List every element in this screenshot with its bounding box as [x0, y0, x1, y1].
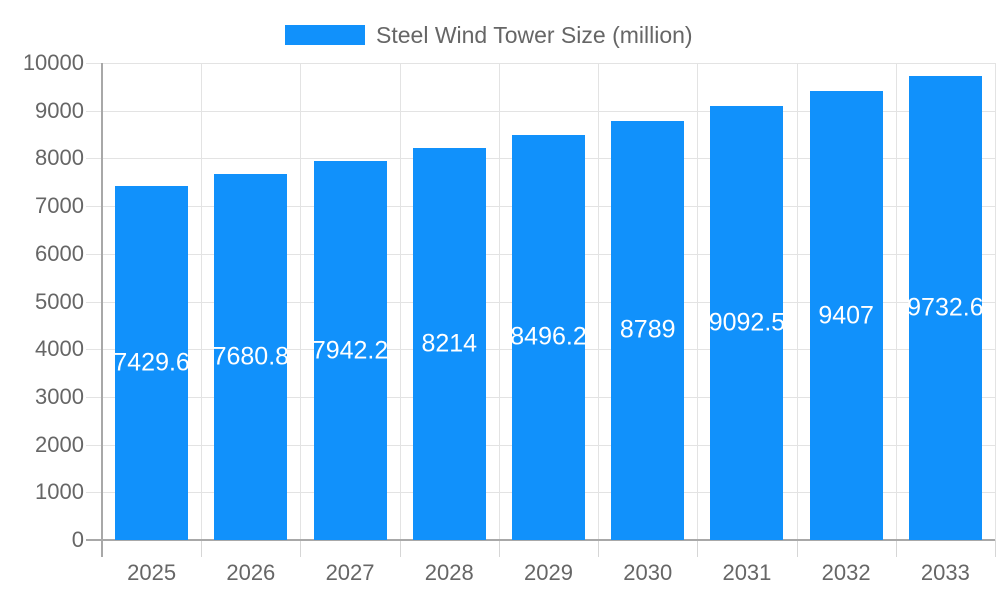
x-gridline [598, 63, 600, 540]
bar-value-label: 8214 [421, 329, 478, 358]
y-axis-tick-label: 9000 [35, 97, 84, 123]
x-gridline [697, 63, 699, 540]
x-axis-tick-label: 2025 [127, 560, 177, 585]
bar-2026[interactable] [214, 173, 288, 540]
bar-value-label: 7680.8 [212, 342, 290, 371]
x-axis-tick [697, 540, 699, 557]
bar-value-label: 7942.2 [311, 336, 389, 365]
legend-label: Steel Wind Tower Size (million) [376, 21, 693, 48]
bar-value-label: 9092.5 [708, 308, 786, 337]
chart-legend[interactable]: Steel Wind Tower Size (million) [285, 22, 693, 48]
x-axis-tick-label: 2026 [226, 560, 276, 585]
bar-2032[interactable] [809, 91, 883, 540]
y-axis-tick-label: 2000 [35, 431, 84, 457]
x-gridline [995, 63, 996, 540]
x-axis-tick-label: 2030 [623, 560, 673, 585]
x-axis-tick [498, 540, 500, 557]
bar-2029[interactable] [512, 134, 585, 540]
x-axis-tick-label: 2031 [722, 560, 772, 585]
x-axis-tick-label: 2033 [920, 560, 970, 585]
y-axis-tick-label: 0 [71, 527, 84, 552]
y-axis-line [101, 63, 103, 557]
x-gridline [399, 63, 401, 540]
y-axis-tick-label: 4000 [35, 336, 84, 362]
bar-value-label: 9407 [818, 301, 874, 330]
y-axis-tick-label: 8000 [35, 145, 84, 171]
x-axis-tick [300, 540, 302, 557]
x-gridline [300, 63, 302, 540]
bar-2027[interactable] [313, 161, 387, 540]
bar-2030[interactable] [611, 120, 685, 540]
x-gridline [201, 63, 203, 540]
x-axis-tick-label: 2028 [424, 560, 474, 585]
y-gridline [86, 63, 995, 64]
x-axis-tick [895, 540, 897, 557]
y-axis-tick-label: 1000 [35, 479, 84, 505]
bar-2028[interactable] [412, 148, 486, 540]
x-axis-line [86, 539, 995, 541]
bar-value-label: 8496.2 [510, 322, 587, 351]
bar-value-label: 7429.6 [113, 348, 190, 377]
y-axis-tick-label: 3000 [35, 383, 84, 409]
x-axis-tick [598, 540, 600, 557]
y-axis-tick-label: 7000 [35, 193, 84, 219]
bar-2025[interactable] [115, 185, 189, 540]
y-gridline [86, 110, 995, 112]
bar-2033[interactable] [908, 75, 982, 540]
x-axis-tick-label: 2027 [325, 560, 375, 585]
y-axis-tick-label: 6000 [35, 240, 84, 266]
x-gridline [498, 63, 500, 540]
bar-value-label: 9732.6 [907, 293, 984, 322]
y-axis-tick-label: 5000 [35, 288, 84, 314]
x-axis-tick [995, 540, 996, 557]
x-gridline [796, 63, 798, 540]
y-axis-tick-label: 10000 [22, 50, 84, 75]
legend-swatch [285, 25, 365, 45]
x-axis-tick [796, 540, 798, 557]
bar-value-label: 8789 [619, 315, 676, 344]
bar-2031[interactable] [710, 106, 784, 540]
x-axis-tick-label: 2029 [524, 560, 573, 585]
x-gridline [895, 63, 897, 540]
x-axis-tick [399, 540, 401, 557]
x-axis-tick [201, 540, 203, 557]
x-axis-tick-label: 2032 [821, 560, 871, 585]
